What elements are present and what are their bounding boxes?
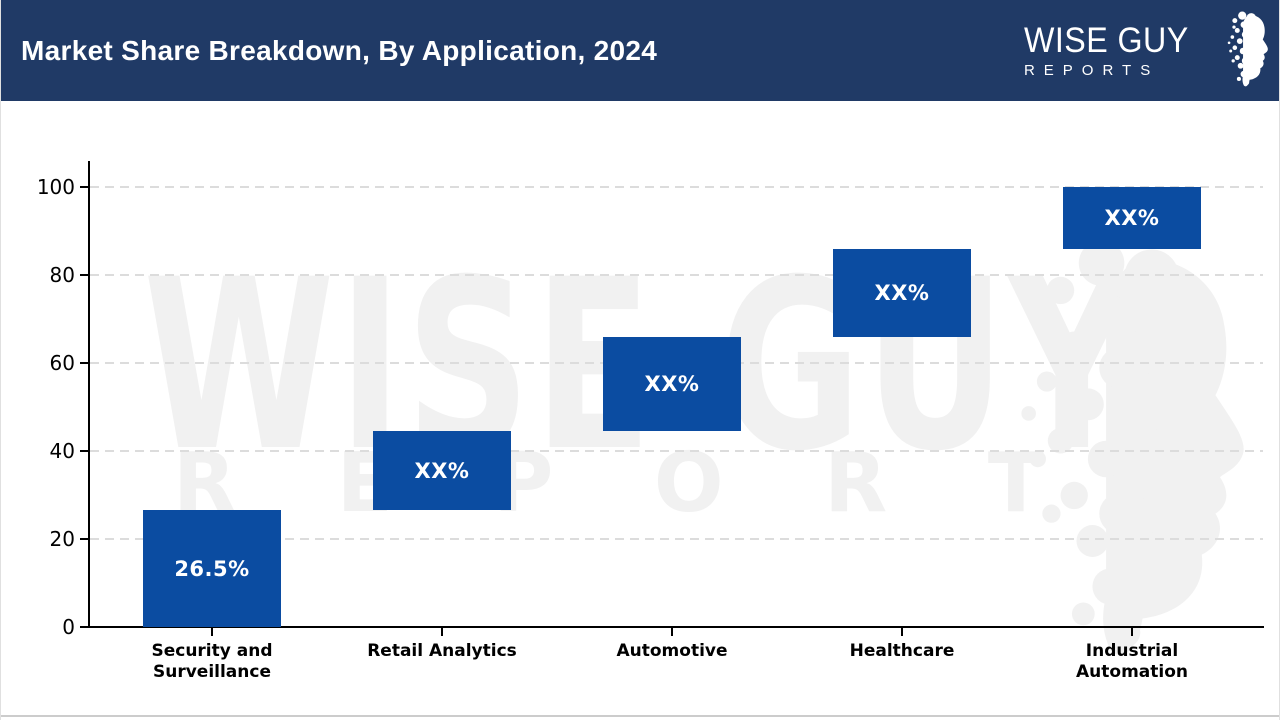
y-tick-mark [80,450,89,452]
bar-value-label: XX% [874,280,930,305]
logo-wordmark: WISE GUY [1023,21,1189,60]
y-tick-label: 40 [49,439,75,463]
y-tick-mark [80,186,89,188]
x-tick-mark [901,628,903,636]
bar-segment: XX% [603,336,741,432]
chart-plot-area: WISE GUY R E P O R T S 0 20 40 60 80 100 Secur… [1,101,1279,720]
gridline [90,274,1263,276]
gridline [90,450,1263,452]
chart-title: Market Share Breakdown, By Application, … [21,34,658,66]
y-tick-mark [80,626,89,628]
x-category-label: Industrial Automation [1076,641,1188,682]
bar-value-label: XX% [1104,205,1160,230]
bar-value-label: XX% [644,371,700,396]
header-bar: Market Share Breakdown, By Application, … [1,0,1279,101]
y-tick-mark [80,362,89,364]
y-tick-mark [80,274,89,276]
x-tick-mark [671,628,673,636]
x-category-label: Automotive [616,641,728,661]
dotted-head-profile-icon [1197,9,1271,93]
x-tick-mark [211,628,213,636]
gridline [90,186,1263,188]
y-tick-mark [80,538,89,540]
x-tick-mark [1131,628,1133,636]
y-axis-line [88,161,90,628]
x-category-label: Security and Surveillance [151,641,273,682]
y-tick-label: 80 [49,263,75,287]
bar-segment: XX% [373,431,511,511]
bar-segment: XX% [1063,187,1201,249]
x-axis-line [88,626,1264,628]
logo-text: WISE GUY REPORTS [1023,21,1203,80]
x-category-label: Healthcare [849,641,955,661]
wise-guy-reports-logo: WISE GUY REPORTS [1024,4,1271,98]
y-tick-label: 20 [49,527,75,551]
page-bottom-divider [1,715,1279,717]
bar-segment: XX% [833,248,971,337]
y-tick-label: 100 [36,175,75,199]
watermark-subtitle: R E P O R T S [173,436,1240,531]
x-tick-mark [441,628,443,636]
bar-value-label: XX% [414,458,470,483]
y-tick-label: 60 [49,351,75,375]
gridline [90,538,1263,540]
bar-value-label: 26.5% [174,556,250,581]
y-tick-label: 0 [62,615,75,639]
x-category-label: Retail Analytics [367,641,517,661]
logo-subtitle: REPORTS [1023,62,1160,79]
bar-segment: 26.5% [143,510,281,627]
